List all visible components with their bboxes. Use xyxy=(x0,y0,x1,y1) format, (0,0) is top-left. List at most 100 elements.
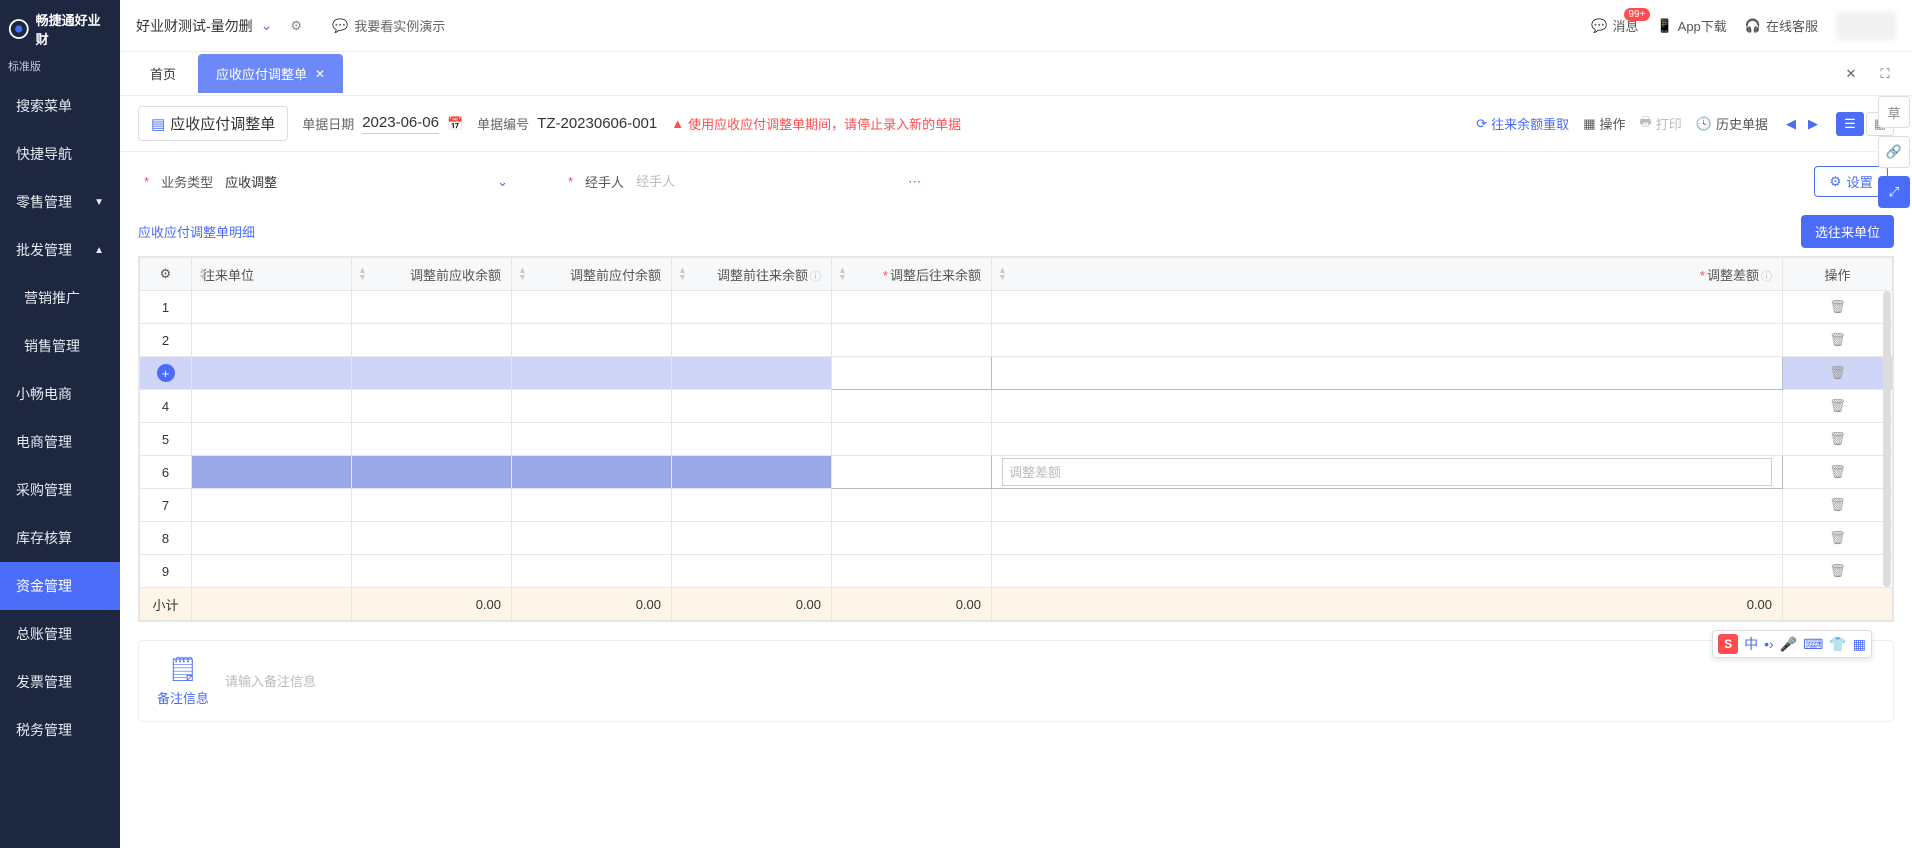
sidebar-item-search[interactable]: 搜索菜单 xyxy=(0,82,120,130)
org-selector[interactable]: 好业财测试-量勿删 ⌄ xyxy=(136,16,272,36)
table-row[interactable]: 1🗑 xyxy=(140,291,1893,324)
col-config[interactable]: ⚙ xyxy=(140,258,192,291)
info-icon: ⓘ xyxy=(810,271,821,283)
table-row-editing[interactable]: 6🗑 xyxy=(140,456,1893,489)
col-before-ap[interactable]: ▲▼调整前应付余额 xyxy=(512,258,672,291)
table-row[interactable]: 4🗑 xyxy=(140,390,1893,423)
info-icon: ⓘ xyxy=(1761,271,1772,283)
delete-icon[interactable]: 🗑 xyxy=(1829,497,1846,512)
main: 好业财测试-量勿删 ⌄ ⚙ 💬 我要看实例演示 💬 消息 99+ 📱 App下载… xyxy=(120,0,1912,848)
calendar-icon[interactable]: 📅 xyxy=(447,116,463,132)
rail-expand-icon[interactable]: ⤢ xyxy=(1878,176,1910,208)
delete-icon[interactable]: 🗑 xyxy=(1829,365,1846,380)
reget-balance-button[interactable]: ⟳ 往来余额重取 xyxy=(1476,114,1569,133)
ime-mic-icon[interactable]: 🎤 xyxy=(1780,636,1797,653)
sidebar-item-inventory[interactable]: 库存核算 xyxy=(0,514,120,562)
sidebar-item-sales[interactable]: 销售管理 xyxy=(0,322,120,370)
next-record-icon[interactable]: ▶ xyxy=(1804,114,1822,134)
col-diff[interactable]: ▲▼*调整差额ⓘ xyxy=(992,258,1783,291)
headset-icon: 🎧 xyxy=(1745,18,1761,34)
delete-icon[interactable]: 🗑 xyxy=(1829,299,1846,314)
sidebar-item-ledger[interactable]: 总账管理 xyxy=(0,610,120,658)
gear-icon[interactable]: ⚙ xyxy=(290,18,302,34)
app-download-button[interactable]: 📱 App下载 xyxy=(1656,16,1726,35)
chevron-down-icon: ⌄ xyxy=(261,17,273,34)
sidebar-item-xiaochang[interactable]: 小畅电商 xyxy=(0,370,120,418)
rail-draft-icon[interactable]: 草 xyxy=(1878,96,1910,128)
demo-link[interactable]: 💬 我要看实例演示 xyxy=(332,16,445,35)
table-row[interactable]: 8🗑 xyxy=(140,522,1893,555)
tab-home[interactable]: 首页 xyxy=(132,54,194,93)
sidebar-item-tax[interactable]: 税务管理 xyxy=(0,706,120,754)
sort-icon[interactable]: ▲▼ xyxy=(838,267,847,281)
tab-adjustment[interactable]: 应收应付调整单 ✕ xyxy=(198,54,343,93)
prev-record-icon[interactable]: ◀ xyxy=(1782,114,1800,134)
col-before-bal[interactable]: ▲▼调整前往来余额ⓘ xyxy=(672,258,832,291)
table-row[interactable]: 5🗑 xyxy=(140,423,1893,456)
table-row[interactable]: 9🗑 xyxy=(140,555,1893,588)
sort-icon[interactable]: ▲▼ xyxy=(518,267,527,281)
select-unit-button[interactable]: 选往来单位 xyxy=(1801,215,1894,248)
sort-icon[interactable]: ▲▼ xyxy=(678,267,687,281)
support-button[interactable]: 🎧 在线客服 xyxy=(1745,16,1818,35)
warning-icon: ▲ xyxy=(671,116,684,131)
operations-button[interactable]: ▦ 操作 xyxy=(1583,114,1625,133)
sidebar-item-funds[interactable]: 资金管理 xyxy=(0,562,120,610)
sidebar-item-ecommerce[interactable]: 电商管理 xyxy=(0,418,120,466)
tab-close-all-icon[interactable]: ✕ xyxy=(1836,66,1866,82)
more-icon[interactable]: ⋯ xyxy=(908,174,923,190)
ime-punct-icon[interactable]: •› xyxy=(1764,636,1774,652)
table-row[interactable]: 2🗑 xyxy=(140,324,1893,357)
brand-icon xyxy=(8,18,30,40)
sidebar-item-invoice[interactable]: 发票管理 xyxy=(0,658,120,706)
ime-lang[interactable]: 中 xyxy=(1744,634,1758,654)
avatar[interactable] xyxy=(1836,12,1896,40)
delete-icon[interactable]: 🗑 xyxy=(1829,398,1846,413)
date-value[interactable]: 2023-06-06 xyxy=(362,114,439,134)
view-list-icon[interactable]: ☰ xyxy=(1836,112,1864,136)
ime-toolbar[interactable]: S 中 •› 🎤 ⌨ 👕 ▦ xyxy=(1712,630,1872,658)
col-before-ar[interactable]: ▲▼调整前应收余额 xyxy=(352,258,512,291)
remarks-input[interactable] xyxy=(225,674,1875,689)
col-after-bal[interactable]: ▲▼*调整后往来余额 xyxy=(832,258,992,291)
ime-skin-icon[interactable]: 👕 xyxy=(1829,636,1846,653)
close-icon[interactable]: ✕ xyxy=(315,67,325,81)
sort-icon[interactable]: ▲▼ xyxy=(198,267,207,281)
print-icon: 🖶 xyxy=(1640,113,1652,135)
history-button[interactable]: 🕓 历史单据 xyxy=(1696,114,1768,133)
scrollbar[interactable] xyxy=(1883,291,1891,587)
chevron-down-icon[interactable]: ⌄ xyxy=(497,174,508,190)
sidebar-item-wholesale[interactable]: 批发管理▲ xyxy=(0,226,120,274)
sidebar-item-retail[interactable]: 零售管理▼ xyxy=(0,178,120,226)
messages-button[interactable]: 💬 消息 99+ xyxy=(1591,16,1638,35)
add-row-icon[interactable]: + xyxy=(157,364,175,382)
sidebar-item-quicknav[interactable]: 快捷导航 xyxy=(0,130,120,178)
fullscreen-icon[interactable]: ⛶ xyxy=(1870,66,1900,82)
sidebar-item-purchase[interactable]: 采购管理 xyxy=(0,466,120,514)
table-row[interactable]: 7🗑 xyxy=(140,489,1893,522)
refresh-icon: ⟳ xyxy=(1476,116,1487,132)
handler-input[interactable] xyxy=(636,170,896,194)
ime-logo-icon: S xyxy=(1718,634,1738,654)
detail-section-header: 应收应付调整单明细 选往来单位 xyxy=(120,211,1912,256)
chat-icon: 💬 xyxy=(332,18,348,34)
required-icon: * xyxy=(144,174,149,189)
rail-attach-icon[interactable]: 🔗 xyxy=(1878,136,1910,168)
sidebar-menu: 搜索菜单 快捷导航 零售管理▼ 批发管理▲ 营销推广 销售管理 小畅电商 电商管… xyxy=(0,82,120,848)
ime-keyboard-icon[interactable]: ⌨ xyxy=(1803,636,1823,653)
sidebar-item-marketing[interactable]: 营销推广 xyxy=(0,274,120,322)
delete-icon[interactable]: 🗑 xyxy=(1829,530,1846,545)
ime-menu-icon[interactable]: ▦ xyxy=(1853,636,1866,653)
diff-input[interactable] xyxy=(1002,458,1772,486)
delete-icon[interactable]: 🗑 xyxy=(1829,332,1846,347)
delete-icon[interactable]: 🗑 xyxy=(1829,563,1846,578)
delete-icon[interactable]: 🗑 xyxy=(1829,431,1846,446)
print-button[interactable]: 🖶 打印 xyxy=(1640,113,1682,135)
col-unit[interactable]: ▲▼往来单位 xyxy=(192,258,352,291)
biztype-value[interactable]: 应收调整 xyxy=(225,168,485,196)
document-icon: ▤ xyxy=(151,115,165,133)
table-row-active[interactable]: +🗑 xyxy=(140,357,1893,390)
sort-icon[interactable]: ▲▼ xyxy=(358,267,367,281)
sort-icon[interactable]: ▲▼ xyxy=(998,267,1007,281)
delete-icon[interactable]: 🗑 xyxy=(1829,464,1846,479)
